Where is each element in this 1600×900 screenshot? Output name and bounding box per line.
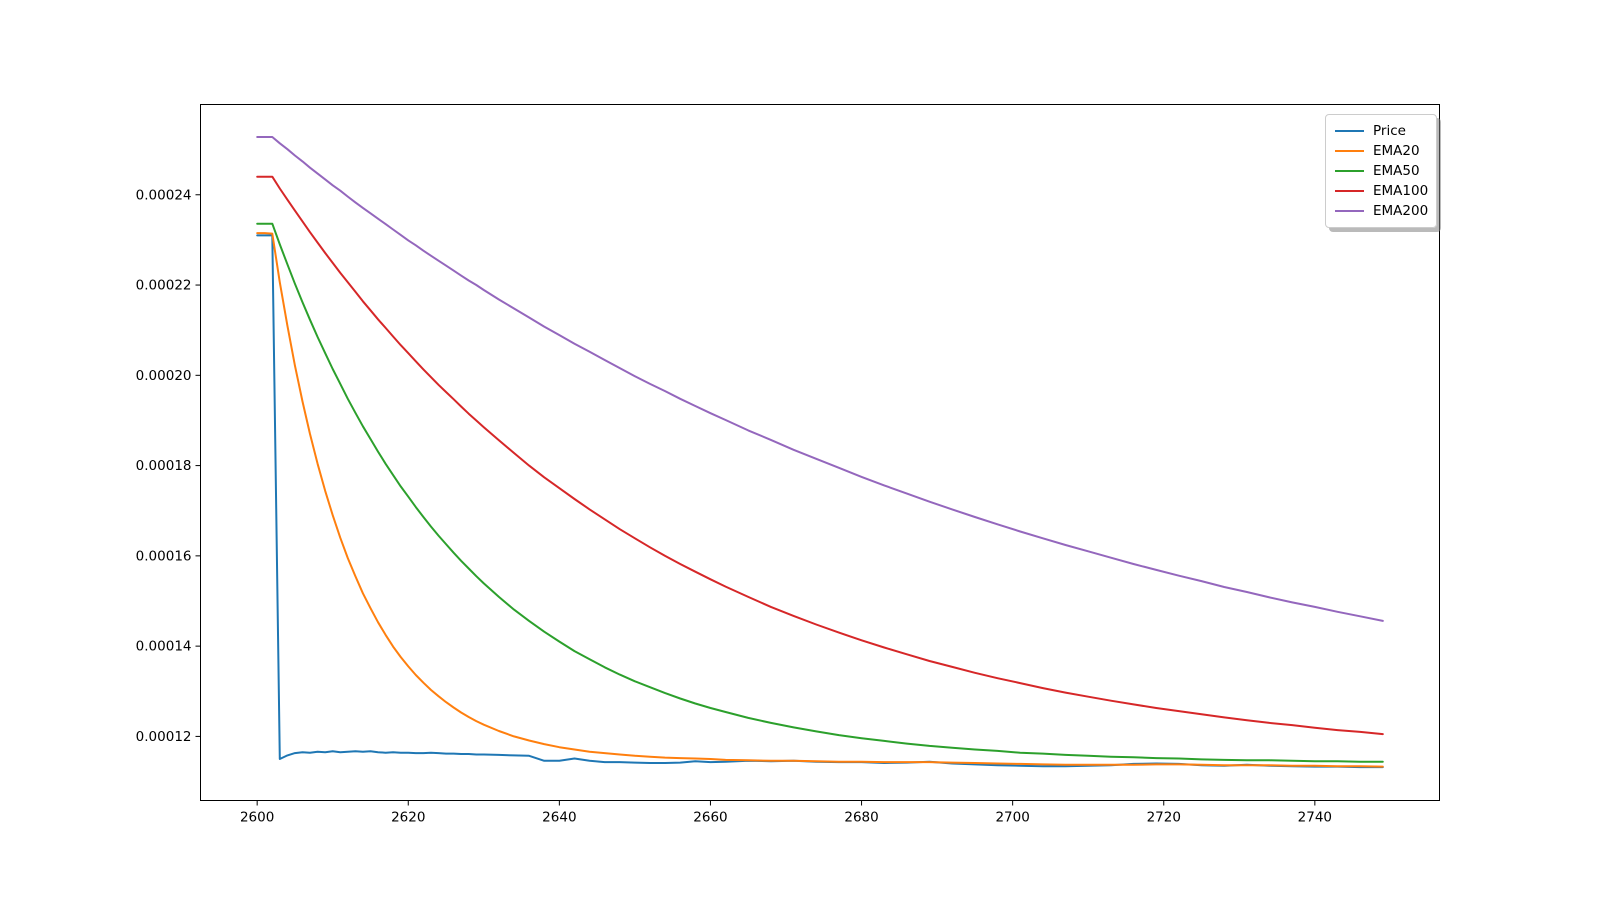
legend-item-ema200: EMA200 bbox=[1335, 201, 1432, 221]
x-tick-label: 2680 bbox=[844, 810, 878, 826]
legend-label: EMA200 bbox=[1373, 203, 1429, 219]
x-tick-label: 2600 bbox=[240, 810, 274, 826]
x-tick-label: 2700 bbox=[995, 810, 1029, 826]
x-tick-label: 2720 bbox=[1147, 810, 1181, 826]
series-line-ema50 bbox=[256, 222, 1384, 763]
y-tick-label: 0.00024 bbox=[136, 187, 192, 203]
legend-label: EMA100 bbox=[1373, 183, 1429, 199]
y-tick-label: 0.00014 bbox=[136, 639, 192, 655]
series-line-price bbox=[256, 234, 1384, 769]
x-tick-label: 2740 bbox=[1298, 810, 1332, 826]
legend-line-sample-ema50 bbox=[1335, 170, 1364, 172]
legend-item-price: Price bbox=[1335, 121, 1432, 141]
y-tick-label: 0.00016 bbox=[136, 548, 192, 564]
legend-line-sample-ema20 bbox=[1335, 150, 1364, 152]
axes-frame bbox=[200, 104, 1440, 801]
legend-label: EMA20 bbox=[1373, 143, 1420, 159]
x-tick-label: 2660 bbox=[693, 810, 727, 826]
legend-label: EMA50 bbox=[1373, 163, 1420, 179]
legend-item-ema20: EMA20 bbox=[1335, 141, 1432, 161]
legend-line-sample-ema100 bbox=[1335, 190, 1364, 192]
series-line-ema20 bbox=[256, 232, 1384, 768]
series-line-ema200 bbox=[256, 136, 1384, 622]
legend: Price EMA20 EMA50 EMA100 EMA200 bbox=[1325, 114, 1437, 228]
x-tick-label: 2640 bbox=[542, 810, 576, 826]
legend-line-sample-price bbox=[1335, 130, 1364, 132]
y-tick-label: 0.00012 bbox=[136, 729, 192, 745]
y-tick-label: 0.00022 bbox=[136, 278, 192, 294]
legend-item-ema50: EMA50 bbox=[1335, 161, 1432, 181]
legend-label: Price bbox=[1373, 123, 1406, 139]
y-tick-label: 0.00020 bbox=[136, 368, 192, 384]
legend-line-sample-ema200 bbox=[1335, 210, 1364, 212]
legend-item-ema100: EMA100 bbox=[1335, 181, 1432, 201]
x-tick-label: 2620 bbox=[391, 810, 425, 826]
y-tick-label: 0.00018 bbox=[136, 458, 192, 474]
series-line-ema100 bbox=[256, 175, 1384, 736]
